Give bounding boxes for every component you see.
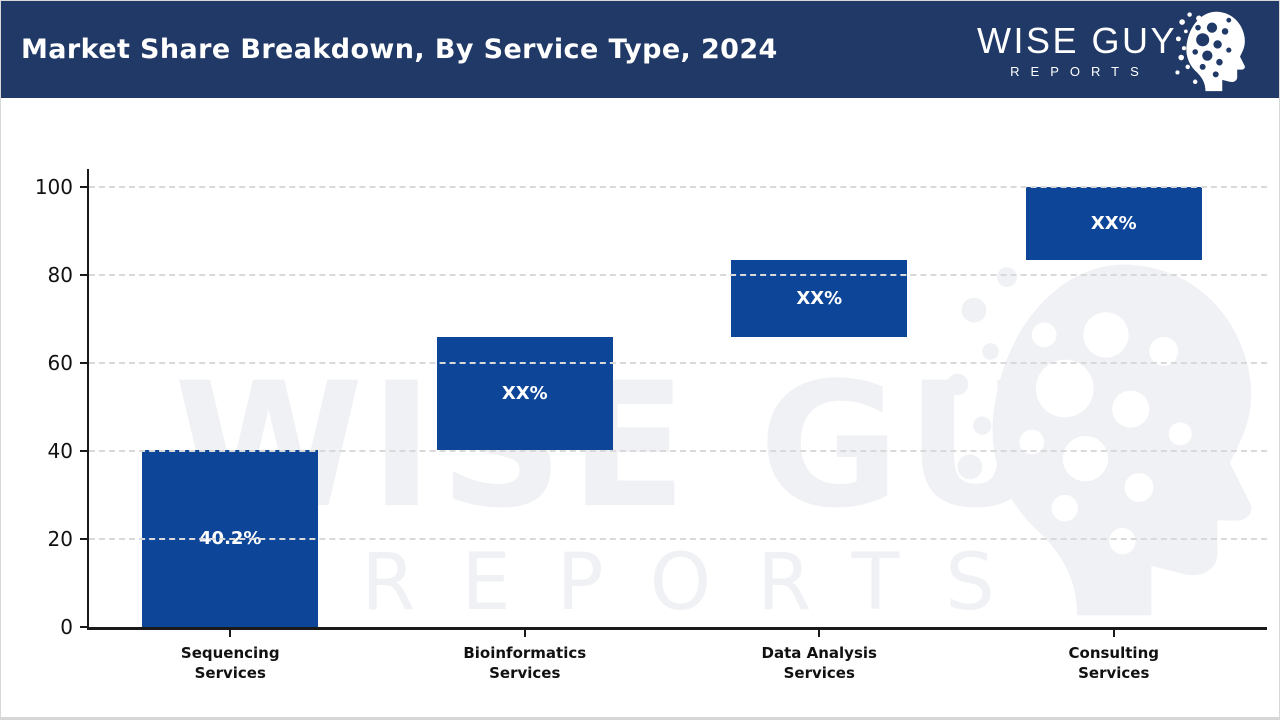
- bar-value-label: XX%: [796, 287, 843, 309]
- header-banner: Market Share Breakdown, By Service Type,…: [1, 1, 1279, 98]
- y-axis-tick: [80, 538, 89, 540]
- gridline: [89, 362, 1267, 364]
- x-axis-tick: [229, 629, 232, 637]
- logo-wordmark: WISE GUY: [976, 20, 1177, 61]
- gridline: [89, 186, 1267, 188]
- y-axis-tick: [80, 626, 89, 628]
- bar-value-label: XX%: [501, 382, 548, 404]
- x-category-label: Sequencing Services: [180, 644, 280, 683]
- waterfall-bar: XX%: [1025, 187, 1202, 261]
- gridline: [89, 538, 1267, 540]
- x-axis-tick: [1112, 629, 1115, 637]
- logo-subtitle: REPORTS: [1010, 64, 1150, 79]
- plot-area: WISE GUY REPORTS 0 20 40 60 80 100 40.2% Sequen…: [1, 98, 1279, 717]
- y-axis-tick: [80, 186, 89, 188]
- y-tick-label: 80: [47, 263, 73, 287]
- wise-guy-reports-logo: WISE GUY REPORTS: [977, 9, 1251, 93]
- y-axis-tick: [80, 362, 89, 364]
- chart-title: Market Share Breakdown, By Service Type,…: [21, 34, 778, 65]
- y-tick-label: 100: [34, 175, 73, 199]
- waterfall-bar: XX%: [436, 336, 613, 451]
- logo-text: WISE GUY REPORTS: [976, 20, 1177, 79]
- x-axis-line: [87, 627, 1267, 630]
- watermark-head-icon: [946, 264, 1252, 616]
- y-tick-label: 60: [47, 351, 73, 375]
- y-axis-line: [87, 169, 89, 629]
- x-axis-tick: [818, 629, 821, 637]
- gridline: [89, 274, 1267, 276]
- x-category-label: Data Analysis Services: [761, 644, 877, 683]
- y-tick-label: 20: [47, 527, 73, 551]
- gridline: [89, 450, 1267, 452]
- dotted-head-profile-icon: [1175, 11, 1245, 91]
- x-category-label: Bioinformatics Services: [463, 644, 587, 683]
- y-axis-tick: [80, 450, 89, 452]
- x-axis-tick: [523, 629, 526, 637]
- y-tick-label: 0: [60, 615, 73, 639]
- waterfall-bar: XX%: [731, 260, 908, 337]
- y-axis-tick: [80, 274, 89, 276]
- bar-value-label: XX%: [1090, 213, 1137, 235]
- y-tick-label: 40: [47, 439, 73, 463]
- x-category-label: Consulting Services: [1068, 644, 1159, 683]
